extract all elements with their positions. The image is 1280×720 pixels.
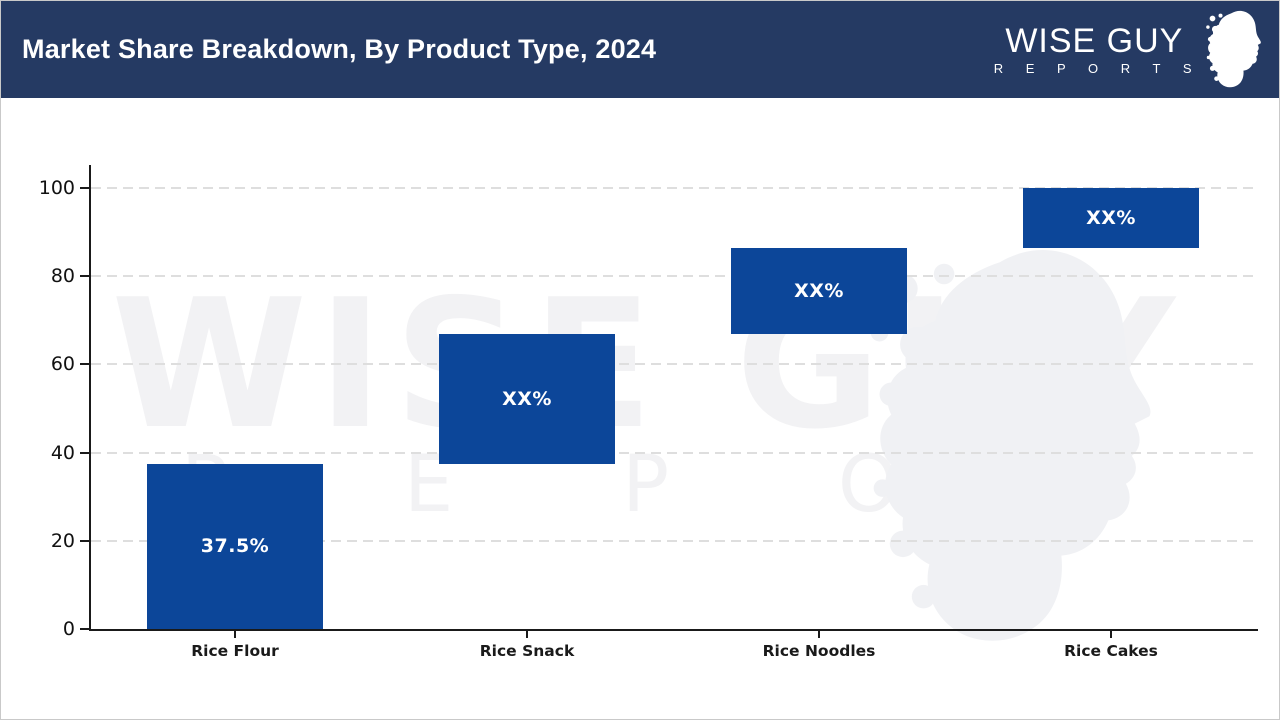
y-tick-label-60: 60 xyxy=(50,353,75,376)
header: Market Share Breakdown, By Product Type,… xyxy=(1,1,1279,98)
gridline-80 xyxy=(91,275,1257,278)
x-tick-mark-rice-noodles xyxy=(818,631,820,638)
face-profile-icon xyxy=(1206,10,1261,87)
gridline-20 xyxy=(91,539,1257,542)
x-axis-spine xyxy=(89,629,1258,631)
brand-subtext: R E P O R T S xyxy=(993,60,1201,76)
x-tick-label-rice-noodles: Rice Noodles xyxy=(762,642,876,660)
y-tick-mark-60 xyxy=(80,363,89,366)
gridline-60 xyxy=(91,363,1257,366)
gridline-40 xyxy=(91,451,1257,454)
y-tick-label-80: 80 xyxy=(50,265,75,288)
y-tick-mark-100 xyxy=(80,187,89,189)
bar-rice-snack: XX% xyxy=(439,333,615,464)
y-tick-label-20: 20 xyxy=(50,529,75,552)
bar-rice-flour: 37.5% xyxy=(147,463,323,629)
bar-value-label-rice-flour: 37.5% xyxy=(200,535,270,558)
x-tick-mark-rice-flour xyxy=(234,631,236,638)
x-tick-label-rice-snack: Rice Snack xyxy=(479,642,575,660)
gridline-100 xyxy=(91,187,1257,189)
y-tick-label-0: 0 xyxy=(62,618,75,640)
bar-value-label-rice-cakes: XX% xyxy=(1086,207,1136,230)
page-title: Market Share Breakdown, By Product Type,… xyxy=(22,34,657,64)
y-tick-label-100: 100 xyxy=(38,177,75,199)
y-tick-mark-20 xyxy=(80,539,89,542)
y-tick-label-40: 40 xyxy=(50,441,75,464)
brand-logo: WISE GUY R E P O R T S xyxy=(988,7,1265,93)
bar-value-label-rice-snack: XX% xyxy=(502,387,552,410)
x-tick-mark-rice-snack xyxy=(526,631,528,638)
bar-value-label-rice-noodles: XX% xyxy=(794,279,844,302)
brand-wordmark: WISE GUY xyxy=(1005,21,1184,60)
y-tick-mark-80 xyxy=(80,275,89,278)
y-axis-spine xyxy=(89,165,91,631)
y-tick-mark-40 xyxy=(80,451,89,454)
x-tick-label-rice-cakes: Rice Cakes xyxy=(1064,642,1158,660)
bar-rice-noodles: XX% xyxy=(731,248,907,334)
x-tick-mark-rice-cakes xyxy=(1110,631,1112,638)
y-tick-mark-0 xyxy=(80,628,89,630)
brand-logo-text: WISE GUY R E P O R T S xyxy=(988,24,1201,76)
bar-rice-cakes: XX% xyxy=(1023,188,1199,249)
x-tick-label-rice-flour: Rice Flour xyxy=(191,642,279,660)
